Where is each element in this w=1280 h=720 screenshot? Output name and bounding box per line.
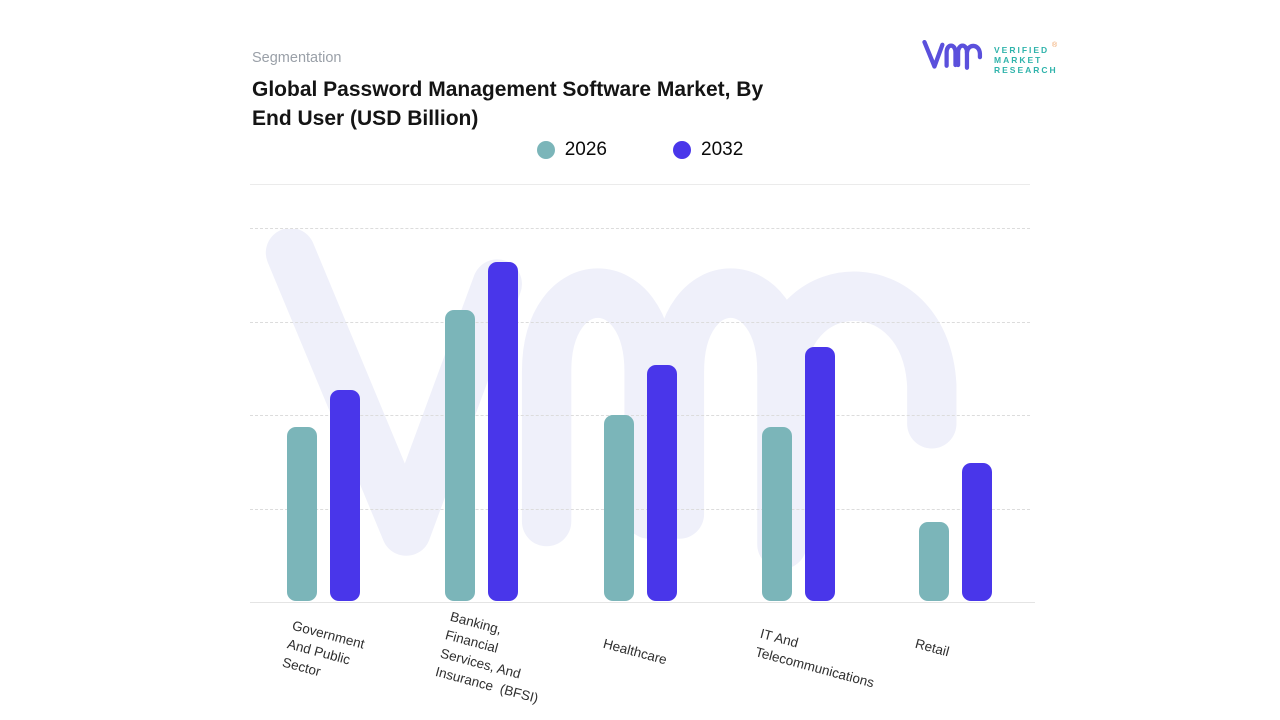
bar-2032-retail[interactable] <box>961 463 992 601</box>
chart-title-line2: End User (USD Billion) <box>252 107 479 130</box>
x-tick-label-line: Retail <box>913 635 951 660</box>
x-tick-label-government-and-public-sector: Government And Public Sector <box>280 616 367 690</box>
bar-2032-healthcare[interactable] <box>646 365 677 601</box>
legend-label-2032: 2032 <box>701 139 744 160</box>
bar-2026-retail[interactable] <box>918 522 949 601</box>
registered-trademark-symbol: ® <box>1052 42 1058 49</box>
bar-2032-government-and-public-sector[interactable] <box>329 390 360 601</box>
x-axis-line <box>250 602 1035 603</box>
legend-item-2032[interactable]: 2032 <box>673 139 743 161</box>
bar-2032-banking-financial-services-and-insurance-bfsi[interactable] <box>487 262 518 601</box>
chart-legend: 2026 2032 <box>250 137 1030 163</box>
bar-2026-government-and-public-sector[interactable] <box>286 427 317 601</box>
logo-word-research: RESEARCH <box>994 65 1058 75</box>
legend-dot-2026 <box>536 141 555 159</box>
vmr-logo: VERIFIED MARKET RESEARCH <box>922 40 1058 75</box>
gridline-3 <box>250 508 1030 510</box>
vmr-logo-mark-icon <box>922 40 983 70</box>
x-tick-label-retail: Retail <box>913 634 951 661</box>
logo-word-market: MARKET <box>994 55 1043 65</box>
chart-title-line1: Global Password Management Software Mark… <box>252 78 764 101</box>
vmr-logo-text: VERIFIED MARKET RESEARCH <box>994 45 1058 75</box>
logo-word-verified: VERIFIED <box>994 45 1050 55</box>
x-tick-label-healthcare: Healthcare <box>601 634 669 669</box>
bar-2026-it-and-telecommunications[interactable] <box>761 427 792 601</box>
gridline-2 <box>250 415 1030 416</box>
gridline-0 <box>250 228 1030 229</box>
gridline-1 <box>250 321 1030 323</box>
legend-dot-2032 <box>673 141 691 159</box>
x-tick-label-banking-financial-services-and-insurance-bfsi: Banking, Financial Services, And Insurance … <box>433 607 555 708</box>
header-separator-line <box>250 184 1030 185</box>
bar-2026-banking-financial-services-and-insurance-bfsi[interactable] <box>444 310 475 601</box>
legend-label-2026: 2026 <box>564 139 607 160</box>
x-tick-label-line: Healthcare <box>601 635 669 668</box>
chart-title: Global Password Management Software Mark… <box>252 75 892 133</box>
legend-item-2026[interactable]: 2026 <box>536 139 607 161</box>
bar-2032-it-and-telecommunications[interactable] <box>804 347 835 601</box>
plot-area <box>250 228 1035 603</box>
x-tick-label-it-and-telecommunications: IT And Telecommunications <box>753 624 881 692</box>
bar-2026-healthcare[interactable] <box>603 415 634 601</box>
eyebrow-label: Segmentation <box>252 50 342 66</box>
